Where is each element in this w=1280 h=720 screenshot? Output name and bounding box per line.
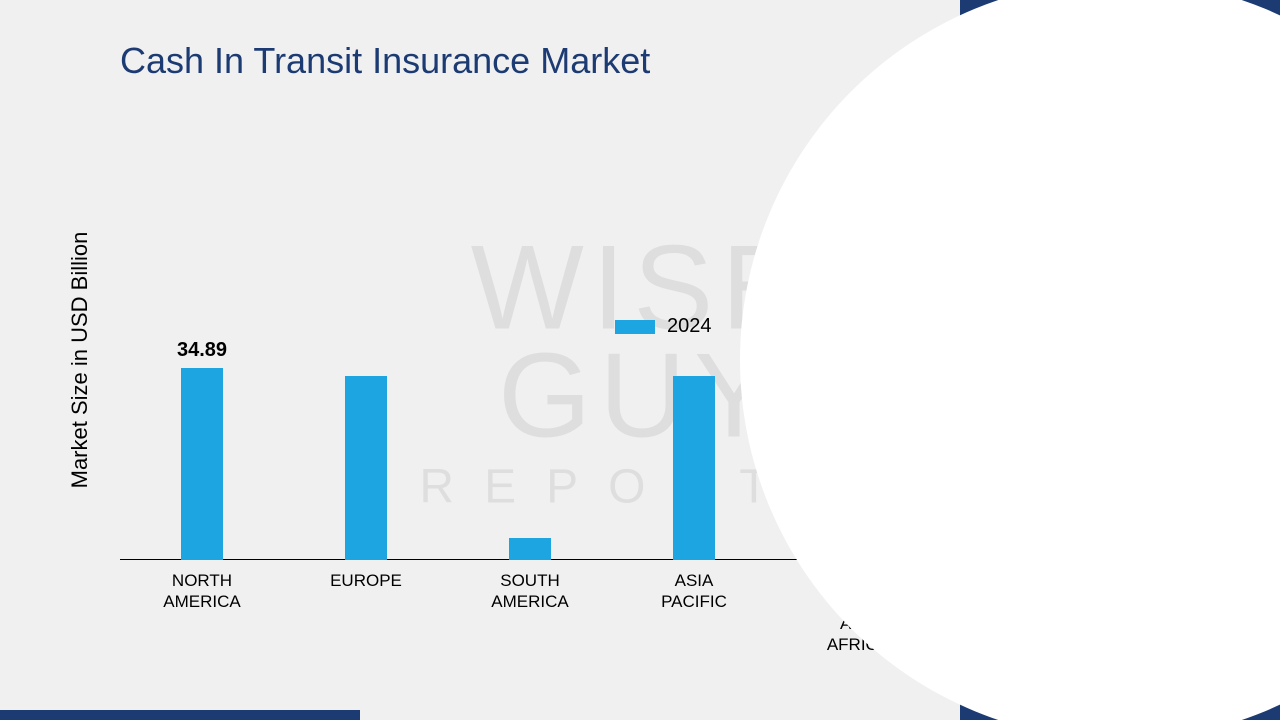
bar bbox=[673, 376, 715, 560]
bar-category-label: EUROPE bbox=[289, 570, 443, 591]
chart-title: Cash In Transit Insurance Market bbox=[120, 40, 650, 82]
legend-swatch bbox=[615, 320, 655, 334]
bar bbox=[345, 376, 387, 560]
bar-value-label: 34.89 bbox=[177, 339, 227, 362]
bar-category-label: SOUTH AMERICA bbox=[453, 570, 607, 613]
legend: 2024 bbox=[615, 315, 712, 338]
brand-line1: WISE GUY bbox=[1023, 28, 1250, 62]
brand-logo: WISE GUY R E P O R T S bbox=[1023, 28, 1250, 83]
bar bbox=[509, 538, 551, 560]
y-axis-label: Market Size in USD Billion bbox=[67, 232, 93, 489]
bar-category-label: NORTH AMERICA bbox=[125, 570, 279, 613]
legend-label: 2024 bbox=[667, 315, 712, 338]
bar-category-label: ASIA PACIFIC bbox=[617, 570, 771, 613]
bar: 34.89 bbox=[181, 368, 223, 560]
brand-line2: R E P O R T S bbox=[1023, 66, 1250, 83]
chart-stage: WISE GUY REPORTS Cash In Transit Insuran… bbox=[0, 0, 1280, 720]
footer-bar bbox=[0, 710, 360, 720]
